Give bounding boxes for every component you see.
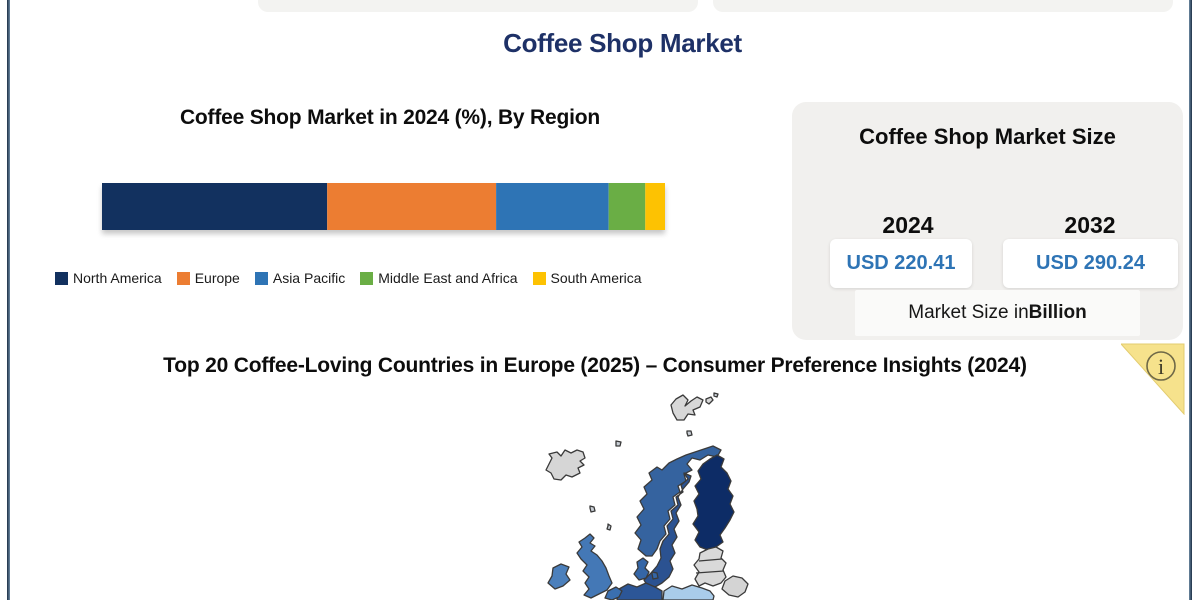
country-uk: [576, 533, 613, 599]
legend-swatch-icon: [254, 271, 268, 285]
legend-label: Asia Pacific: [272, 270, 346, 286]
market-size-value-2032: USD 290.24: [1003, 239, 1178, 288]
fold-triangle: [1121, 343, 1185, 415]
country-ireland: [547, 563, 571, 590]
bar-segment-south-america: [645, 183, 665, 230]
country-belarus: [721, 575, 749, 598]
border-baltics-1: [698, 558, 723, 562]
island-faroe: [589, 505, 596, 513]
bar-segment-north-america: [102, 183, 328, 230]
country-svalbard: [670, 394, 704, 421]
market-size-year-2032: 2032: [1064, 212, 1116, 238]
market-size-title: Coffee Shop Market Size: [859, 124, 1116, 149]
footnote-prefix: Market Size in: [908, 302, 1029, 323]
legend-item: North America: [55, 270, 162, 286]
country-poland: [662, 584, 715, 600]
page-border-left: [7, 0, 10, 600]
market-size-value-2024: USD 220.41: [830, 239, 972, 288]
country-denmark: [633, 557, 650, 581]
legend-label: South America: [550, 270, 642, 286]
europe-section-heading: Top 20 Coffee-Loving Countries in Europe…: [163, 354, 1027, 377]
page-title: Coffee Shop Market: [503, 28, 742, 58]
border-baltics-2: [695, 570, 725, 574]
legend-label: Middle East and Africa: [378, 270, 518, 286]
legend-swatch-icon: [55, 271, 68, 285]
island-shetland: [606, 523, 612, 531]
legend-swatch-icon: [176, 271, 190, 285]
legend-swatch-icon: [360, 271, 374, 285]
country-germany: [616, 582, 663, 600]
bar-segment-europe: [327, 183, 497, 230]
bar-segment-middle-east-africa: [608, 183, 646, 230]
region-chart-title: Coffee Shop Market in 2024 (%), By Regio…: [179, 106, 601, 129]
island-svalbard-east: [705, 396, 714, 405]
market-size-year-2024: 2024: [882, 212, 934, 238]
island-bear: [686, 430, 693, 437]
page-border-right: [1189, 0, 1192, 600]
legend-item: Middle East and Africa: [360, 270, 518, 286]
country-iceland: [545, 449, 586, 481]
country-baltics: [693, 546, 727, 587]
legend-item: Asia Pacific: [254, 270, 346, 286]
country-benelux: [604, 586, 623, 600]
region-chart-legend: North America Europe Asia Pacific Middle…: [55, 270, 715, 286]
stacked-bar-svg: [102, 183, 665, 230]
island-dot-northeast: [713, 392, 719, 398]
country-finland: [692, 454, 735, 551]
corner-fold: i: [1121, 343, 1185, 415]
top-tab-left: [258, 0, 698, 12]
legend-label: Europe: [194, 270, 240, 286]
legend-label: North America: [73, 270, 162, 286]
legend-swatch-icon: [532, 271, 546, 285]
top-tab-right: [713, 0, 1173, 12]
footnote-unit: Billion: [1028, 302, 1087, 323]
info-icon-letter: i: [1158, 354, 1164, 379]
legend-item: South America: [532, 270, 642, 286]
europe-choropleth-map: [545, 392, 749, 600]
bar-segment-asia-pacific: [496, 183, 609, 230]
market-size-footnote: Market Size in Billion: [855, 290, 1140, 336]
legend-item: Europe: [176, 270, 240, 286]
info-icon[interactable]: i: [1146, 351, 1176, 381]
island-jan-mayen: [615, 440, 622, 447]
market-size-card: Coffee Shop Market Size 2024 2032 USD 22…: [792, 102, 1183, 340]
country-norway: [634, 445, 722, 557]
island-denmark: [651, 571, 659, 580]
region-stacked-bar: [102, 183, 665, 230]
